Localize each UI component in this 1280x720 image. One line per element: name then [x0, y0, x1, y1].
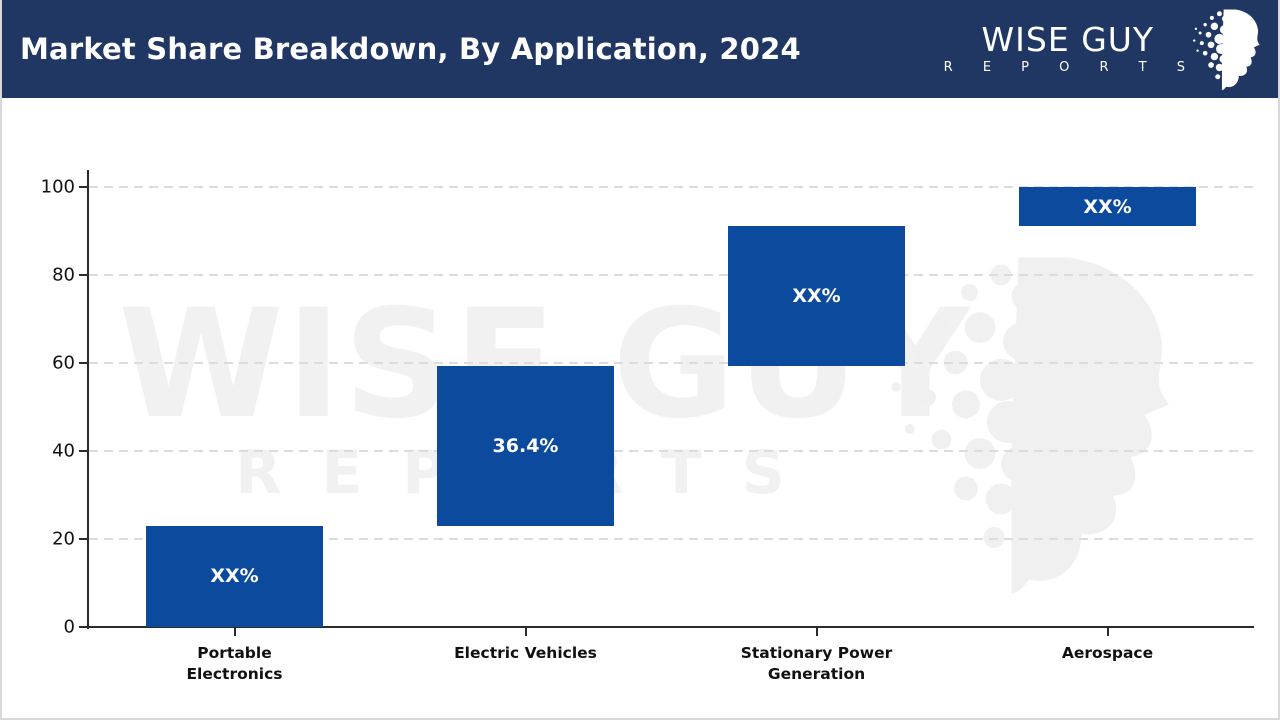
watermark-face-icon	[891, 257, 1169, 594]
bar-value-label: XX%	[210, 565, 259, 588]
gridline	[89, 362, 1253, 364]
gridline	[89, 186, 1253, 188]
page-title: Market Share Breakdown, By Application, …	[20, 32, 801, 66]
y-tick	[79, 626, 87, 628]
x-tick-label: Aerospace	[1061, 644, 1154, 662]
logo-wordmark: WISE GUY	[981, 20, 1155, 59]
x-tick	[1106, 628, 1109, 636]
y-tick	[79, 274, 87, 276]
y-tick-label: 20	[52, 528, 75, 550]
y-tick	[79, 362, 87, 364]
x-tick	[524, 628, 527, 636]
y-tick-label: 0	[63, 616, 75, 638]
brand-logo: WISE GUY R E P O R T S	[938, 7, 1280, 91]
y-tick-label: 80	[52, 264, 75, 286]
bar-value-label: XX%	[792, 284, 841, 307]
x-tick-label: Stationary Power Generation	[740, 644, 893, 683]
header: Market Share Breakdown, By Application, …	[0, 0, 1280, 98]
gridline	[89, 274, 1253, 276]
plot-area: 0 20 40 60 80 100 XX% Portable Electronics 36.4%…	[41, 170, 1254, 683]
y-tick-label: 60	[52, 352, 75, 374]
y-tick	[79, 186, 87, 188]
bar: XX%	[728, 226, 905, 366]
bar: XX%	[146, 525, 323, 627]
x-axis-spine	[87, 626, 1254, 628]
logo-face-icon	[1193, 9, 1260, 91]
brand-logo-text: WISE GUY R E P O R T S	[938, 23, 1198, 75]
y-tick	[79, 450, 87, 452]
x-tick-label: Portable Electronics	[186, 644, 283, 683]
x-tick	[815, 628, 818, 636]
bar: 36.4%	[437, 365, 614, 526]
bar-value-label: XX%	[1083, 195, 1132, 218]
y-tick	[79, 538, 87, 540]
logo-subtext: R E P O R T S	[943, 60, 1198, 75]
gridline	[89, 450, 1253, 452]
bar: XX%	[1019, 187, 1196, 227]
x-tick	[233, 628, 236, 636]
y-tick-label: 100	[40, 176, 75, 198]
gridline	[89, 538, 1253, 540]
y-tick-label: 40	[52, 440, 75, 462]
y-axis-spine	[87, 170, 89, 629]
x-tick-label: Electric Vehicles	[454, 644, 597, 662]
bar-value-label: 36.4%	[492, 434, 559, 457]
